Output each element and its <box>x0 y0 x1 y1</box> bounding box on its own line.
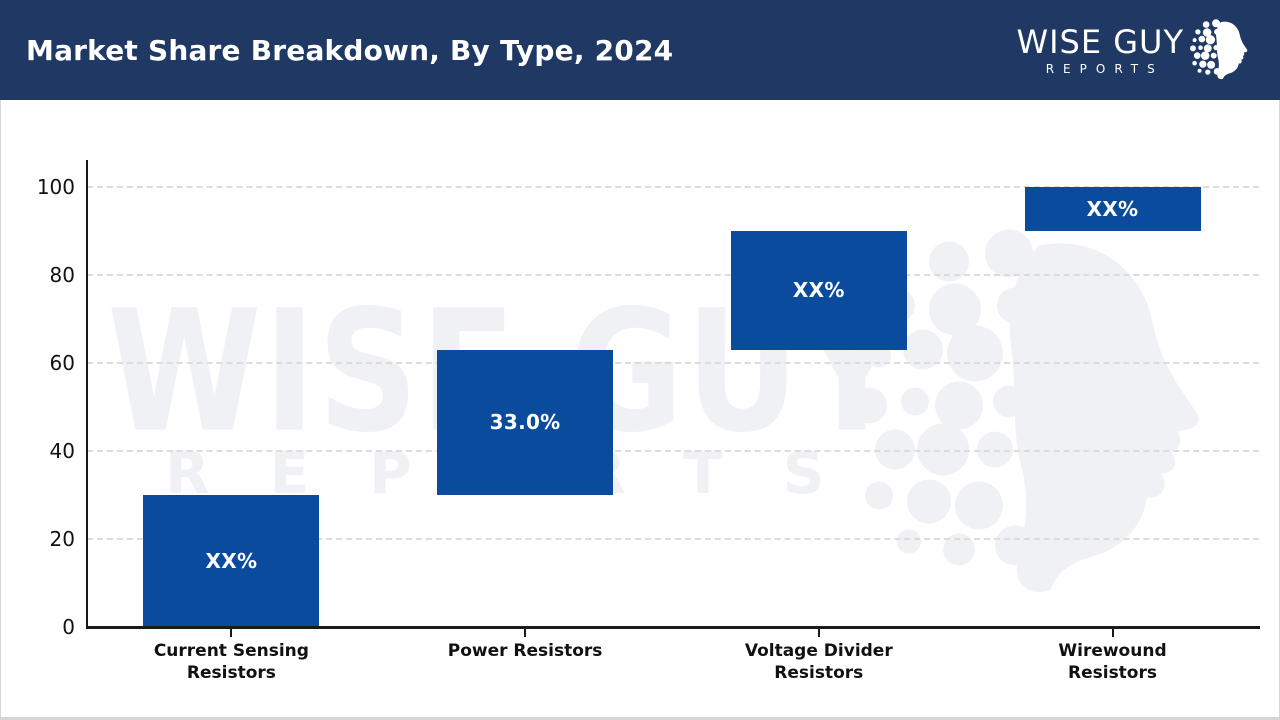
y-axis-line <box>86 160 88 628</box>
chart-area: WISE GUY REPORTS 020406080100XX%Current … <box>0 100 1280 720</box>
x-category-label: Wirewound Resistors <box>1058 641 1167 684</box>
x-category-label: Power Resistors <box>447 641 603 661</box>
x-tick-mark <box>524 629 527 637</box>
y-tick-label: 80 <box>49 263 75 287</box>
wiseguy-logo-text: WISE GUY REPORTS <box>1016 26 1184 75</box>
gridline <box>87 186 1259 188</box>
wiseguy-logo: WISE GUY REPORTS <box>1016 10 1254 90</box>
gridline <box>87 538 1259 540</box>
bar-value-label: XX% <box>205 549 258 573</box>
page-title: Market Share Breakdown, By Type, 2024 <box>26 33 674 67</box>
bar: XX% <box>730 231 907 350</box>
bar-value-label: XX% <box>1086 197 1139 221</box>
x-tick-mark <box>1111 629 1114 637</box>
gridline <box>87 362 1259 364</box>
bar: XX% <box>143 495 320 627</box>
logo-secondary-text: REPORTS <box>1045 61 1164 76</box>
y-tick-label: 100 <box>36 175 75 199</box>
x-axis-line <box>86 626 1260 629</box>
logo-primary-text: WISE GUY <box>1016 22 1184 61</box>
x-category-label: Current Sensing Resistors <box>153 641 309 684</box>
x-tick-mark <box>230 629 233 637</box>
bar: 33.0% <box>437 349 614 495</box>
y-tick-label: 0 <box>62 615 75 639</box>
y-tick-label: 40 <box>49 439 75 463</box>
bar-value-label: 33.0% <box>489 410 561 435</box>
y-tick-label: 20 <box>49 527 75 551</box>
x-category-label: Voltage Divider Resistors <box>744 641 893 684</box>
plot-region: 0 20 40 60 80 100 XX% Current Sensing Resistors… <box>1 100 1279 717</box>
wiseguy-face-icon <box>1188 10 1254 90</box>
bar: XX% <box>1024 187 1201 231</box>
bar-value-label: XX% <box>792 278 845 303</box>
header-bar: Market Share Breakdown, By Type, 2024 WI… <box>0 0 1280 100</box>
gridline <box>87 450 1259 452</box>
x-tick-mark <box>817 629 820 637</box>
y-tick-label: 60 <box>49 351 75 375</box>
gridline <box>87 274 1259 276</box>
